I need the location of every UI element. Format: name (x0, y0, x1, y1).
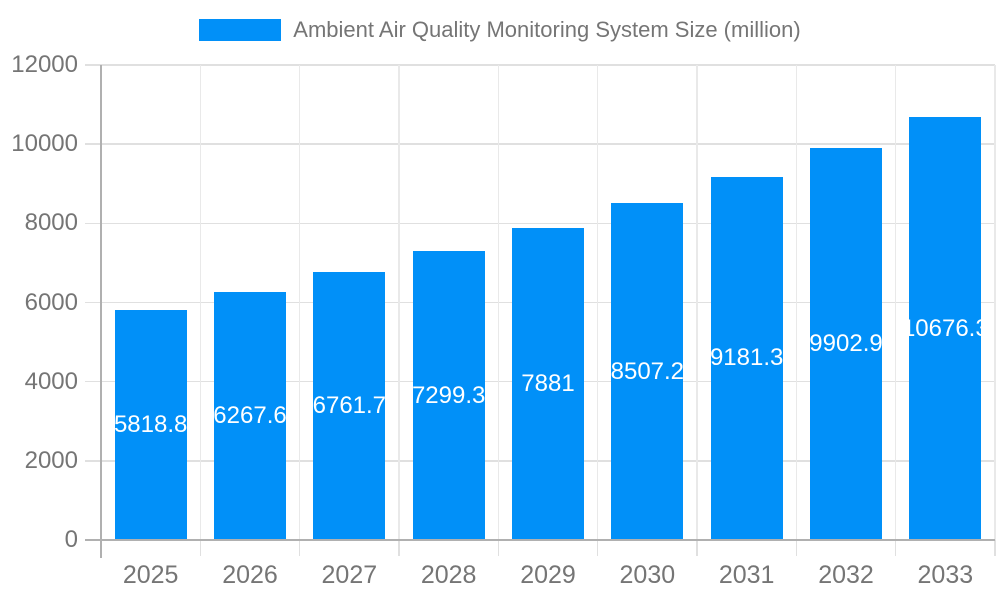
x-tick-mark (497, 540, 500, 556)
x-tick-mark (398, 540, 400, 556)
x-tick-mark (298, 540, 301, 556)
x-gridline (696, 65, 698, 540)
bar (710, 176, 783, 540)
y-tick-label: 6000 (24, 288, 78, 316)
y-gridline (101, 64, 995, 66)
x-tick-label: 2030 (619, 561, 676, 589)
x-tick-mark (696, 540, 698, 556)
y-tick-label: 4000 (24, 367, 78, 395)
x-tick-label: 2026 (222, 561, 278, 589)
bar (214, 291, 286, 540)
y-tick-label: 12000 (11, 51, 78, 78)
bar-value-label: 5818.8 (113, 410, 188, 438)
bar-value-label: 7881 (521, 370, 575, 398)
bar (611, 203, 684, 540)
bar (114, 309, 187, 540)
bar (412, 251, 485, 540)
y-tick-mark (85, 143, 101, 145)
x-gridline (994, 65, 996, 540)
bar (909, 117, 982, 540)
legend: Ambient Air Quality Monitoring System Si… (0, 17, 1000, 43)
x-tick-mark (994, 540, 996, 556)
x-gridline (795, 65, 798, 540)
bar (810, 148, 882, 540)
y-tick-mark (85, 64, 101, 66)
y-axis-line (100, 65, 102, 558)
x-gridline (596, 65, 599, 540)
y-tick-label: 10000 (11, 130, 78, 158)
y-tick-mark (85, 460, 101, 462)
bar-value-label: 8507.2 (610, 357, 685, 385)
y-tick-mark (85, 301, 101, 304)
y-tick-label: 2000 (24, 446, 78, 474)
bar-value-label: 7299.3 (411, 381, 486, 409)
bar (512, 228, 584, 540)
x-gridline (398, 65, 400, 540)
x-tick-label: 2032 (818, 561, 874, 589)
x-tick-label: 2025 (122, 561, 179, 589)
x-gridline (199, 65, 202, 540)
bar (313, 272, 386, 540)
y-tick-mark (85, 380, 101, 383)
bar-value-label: 6267.6 (213, 401, 287, 429)
x-tick-mark (596, 540, 599, 556)
bar-value-label: 9181.3 (709, 344, 784, 372)
bar-value-label: 6761.7 (312, 392, 387, 420)
x-gridline (497, 65, 500, 540)
x-tick-label: 2031 (718, 561, 775, 589)
chart-title: Ambient Air Quality Monitoring System Si… (293, 17, 801, 42)
bar-value-label: 9902.9 (809, 330, 883, 357)
bar-value-label: 10676.3 (901, 314, 989, 342)
x-tick-label: 2033 (917, 561, 974, 589)
x-gridline (298, 65, 301, 540)
x-tick-mark (795, 540, 798, 556)
legend-swatch (199, 19, 282, 41)
x-tick-mark (199, 540, 202, 556)
y-tick-mark (85, 222, 101, 225)
x-tick-mark (894, 540, 897, 556)
y-gridline (101, 222, 995, 225)
x-axis-line (85, 539, 995, 541)
x-tick-label: 2029 (520, 561, 576, 589)
y-tick-label: 8000 (24, 209, 78, 237)
x-tick-label: 2028 (420, 561, 477, 589)
x-gridline (894, 65, 897, 540)
y-tick-label: 0 (64, 526, 78, 553)
x-tick-label: 2027 (321, 561, 378, 589)
y-gridline (101, 143, 995, 145)
